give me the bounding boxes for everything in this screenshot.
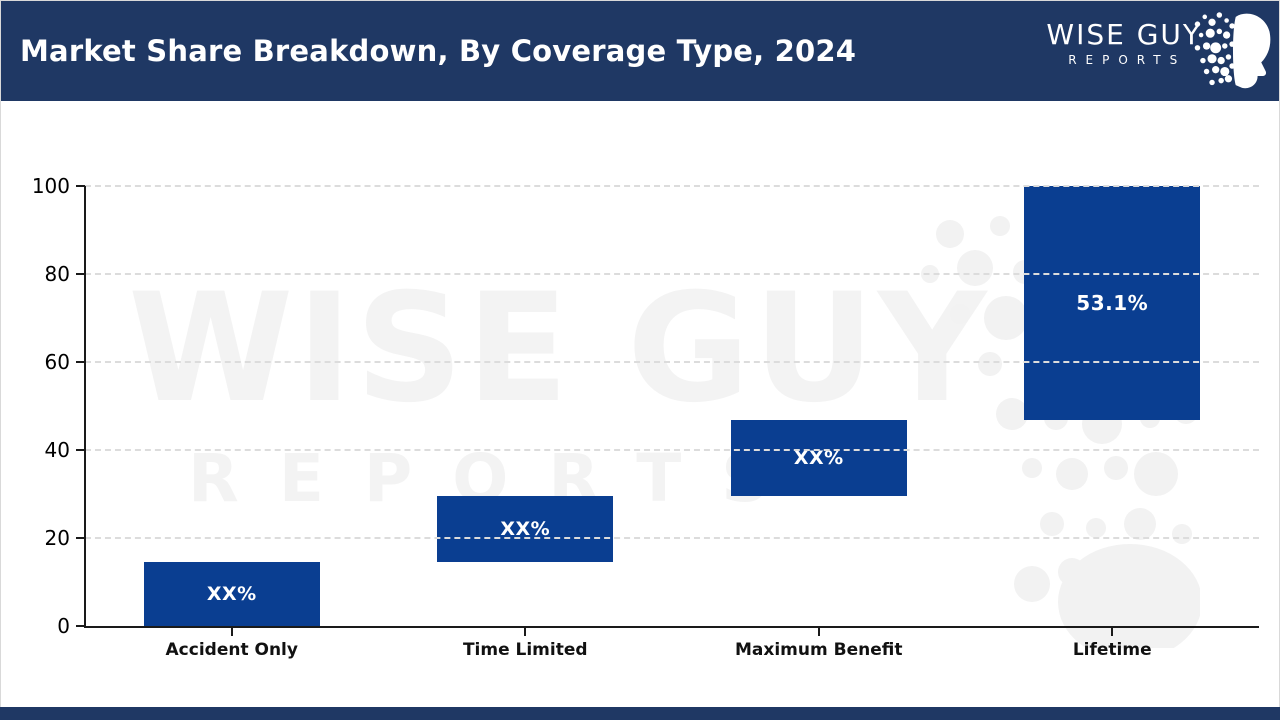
bar-value-label: XX% (793, 446, 844, 469)
y-axis-tick (76, 537, 85, 539)
bar-value-label: 53.1% (1076, 290, 1149, 315)
bar-value-label: XX% (500, 518, 551, 541)
y-axis-line (84, 186, 86, 628)
x-axis-tick (230, 628, 233, 636)
brand-logo-subtext: REPORTS (1068, 52, 1187, 67)
x-axis-tick (524, 628, 527, 636)
bar-accident-only: XX% (143, 562, 320, 626)
y-axis-tick-label: 80 (44, 262, 70, 286)
y-axis-tick (76, 273, 85, 275)
x-axis-line (84, 626, 1259, 628)
bar-value-label: XX% (206, 583, 257, 606)
x-axis-category-label: Time Limited (462, 640, 588, 660)
x-axis-tick (1111, 628, 1114, 636)
y-axis-tick-label: 20 (44, 526, 70, 550)
y-axis-tick-label: 40 (44, 438, 70, 462)
bar-maximum-benefit: XX% (730, 419, 907, 497)
y-axis-tick (76, 625, 85, 627)
x-axis-category-label: Accident Only (165, 640, 298, 660)
y-gridline (85, 361, 1259, 363)
y-gridline (85, 185, 1259, 187)
x-axis-category-label: Lifetime (1072, 640, 1152, 660)
y-axis-tick-label: 0 (57, 614, 70, 638)
y-gridline (85, 273, 1259, 275)
x-axis-category-label: Maximum Benefit (735, 640, 903, 660)
y-axis-tick (76, 361, 85, 363)
brand-logo-text: WISE GUY (1046, 18, 1202, 51)
watermark-wordmark: WISE GUY (128, 262, 990, 436)
y-gridline (85, 449, 1259, 451)
bar-time-limited: XX% (437, 496, 614, 563)
y-gridline (85, 537, 1259, 539)
y-axis-tick (76, 449, 85, 451)
y-axis-tick-label: 60 (44, 350, 70, 374)
x-axis-tick (817, 628, 820, 636)
header-bar: Market Share Breakdown, By Coverage Type… (0, 0, 1280, 101)
footer-bar (0, 707, 1280, 720)
chart-title: Market Share Breakdown, By Coverage Type… (20, 33, 857, 68)
bar-lifetime: 53.1% (1024, 186, 1201, 420)
brand-logo: WISE GUY REPORTS (1046, 18, 1202, 67)
brand-face-icon (1194, 12, 1271, 89)
y-axis-tick (76, 185, 85, 187)
y-axis-tick-label: 100 (31, 174, 70, 198)
